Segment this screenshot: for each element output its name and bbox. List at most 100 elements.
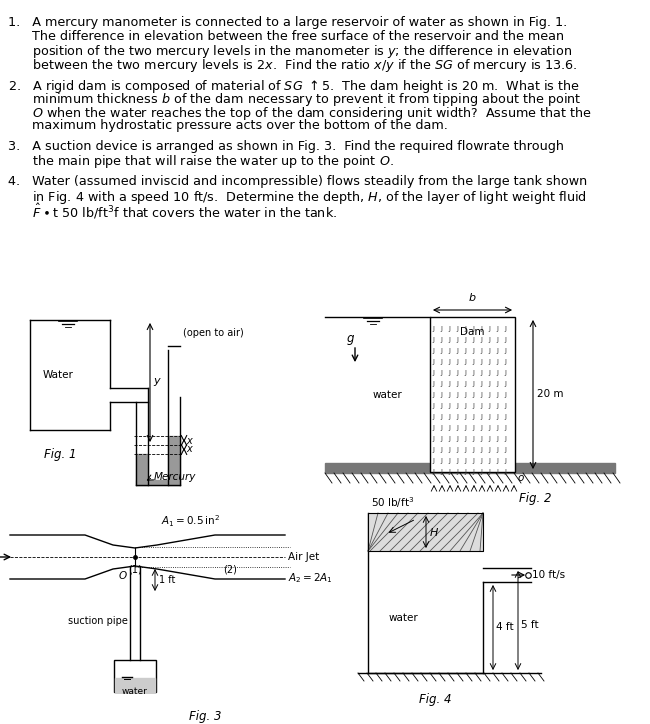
Text: J: J xyxy=(480,348,482,354)
Text: J: J xyxy=(448,458,450,464)
Text: J: J xyxy=(496,326,498,332)
Text: J: J xyxy=(440,348,442,354)
Text: water: water xyxy=(372,390,402,400)
Text: $A_2 = 2A_1$: $A_2 = 2A_1$ xyxy=(288,571,333,585)
Text: J: J xyxy=(432,392,434,398)
Text: J: J xyxy=(440,370,442,376)
Text: Water: Water xyxy=(42,370,73,380)
Text: J: J xyxy=(464,326,466,332)
Text: J: J xyxy=(448,414,450,420)
Text: J: J xyxy=(464,458,466,464)
Text: J: J xyxy=(496,436,498,442)
Bar xyxy=(136,454,148,485)
Text: water: water xyxy=(122,687,148,696)
Bar xyxy=(114,660,156,692)
Text: J: J xyxy=(496,414,498,420)
Text: Dam: Dam xyxy=(460,327,485,337)
Text: J: J xyxy=(464,436,466,442)
Text: J: J xyxy=(480,381,482,387)
Text: J: J xyxy=(448,381,450,387)
Text: J: J xyxy=(432,348,434,354)
Text: J: J xyxy=(472,381,474,387)
Text: J: J xyxy=(504,337,506,343)
Text: $o$: $o$ xyxy=(517,473,525,483)
Text: J: J xyxy=(440,469,442,475)
Text: J: J xyxy=(496,337,498,343)
Text: J: J xyxy=(432,414,434,420)
Text: J: J xyxy=(472,348,474,354)
Text: J: J xyxy=(496,425,498,431)
Bar xyxy=(325,463,615,473)
Text: J: J xyxy=(472,403,474,409)
Text: J: J xyxy=(440,458,442,464)
Text: J: J xyxy=(472,425,474,431)
Text: J: J xyxy=(448,370,450,376)
Text: J: J xyxy=(480,326,482,332)
Bar xyxy=(368,513,483,551)
Text: 20 m: 20 m xyxy=(537,389,564,399)
Text: J: J xyxy=(472,436,474,442)
Text: J: J xyxy=(496,447,498,453)
Text: J: J xyxy=(464,370,466,376)
Text: J: J xyxy=(504,447,506,453)
Text: J: J xyxy=(456,414,458,420)
Text: J: J xyxy=(464,469,466,475)
Text: J: J xyxy=(432,403,434,409)
Text: J: J xyxy=(480,392,482,398)
Text: J: J xyxy=(504,436,506,442)
Text: 4.   Water (assumed inviscid and incompressible) flows steadily from the large t: 4. Water (assumed inviscid and incompres… xyxy=(8,175,587,188)
Text: J: J xyxy=(480,414,482,420)
Text: 1.   A mercury manometer is connected to a large reservoir of water as shown in : 1. A mercury manometer is connected to a… xyxy=(8,16,567,29)
Text: J: J xyxy=(472,359,474,365)
Text: J: J xyxy=(504,348,506,354)
Bar xyxy=(115,678,155,692)
Text: J: J xyxy=(456,403,458,409)
Text: Fig. 1: Fig. 1 xyxy=(44,448,76,461)
Text: Mercury: Mercury xyxy=(154,472,196,482)
Text: position of the two mercury levels in the manometer is $y$; the difference in el: position of the two mercury levels in th… xyxy=(8,43,573,60)
Text: J: J xyxy=(480,403,482,409)
Text: J: J xyxy=(488,348,490,354)
Text: suction pipe: suction pipe xyxy=(68,616,128,626)
Text: (2): (2) xyxy=(223,565,237,575)
Text: J: J xyxy=(456,348,458,354)
Text: J: J xyxy=(488,337,490,343)
Text: J: J xyxy=(432,359,434,365)
Text: J: J xyxy=(464,414,466,420)
Text: J: J xyxy=(432,469,434,475)
Text: (open to air): (open to air) xyxy=(183,328,244,338)
Text: J: J xyxy=(496,359,498,365)
Text: Fig. 2: Fig. 2 xyxy=(519,492,551,505)
Text: J: J xyxy=(448,436,450,442)
Text: J: J xyxy=(480,359,482,365)
Text: Air Jet: Air Jet xyxy=(288,552,319,562)
Text: J: J xyxy=(480,447,482,453)
Text: J: J xyxy=(448,359,450,365)
Text: J: J xyxy=(456,392,458,398)
Text: J: J xyxy=(448,392,450,398)
Text: J: J xyxy=(432,458,434,464)
Text: J: J xyxy=(504,458,506,464)
Text: (1): (1) xyxy=(128,565,142,575)
Text: J: J xyxy=(440,425,442,431)
Text: J: J xyxy=(448,348,450,354)
Text: J: J xyxy=(448,326,450,332)
Text: J: J xyxy=(504,370,506,376)
Text: J: J xyxy=(480,337,482,343)
Text: J: J xyxy=(496,392,498,398)
Text: J: J xyxy=(432,337,434,343)
Bar xyxy=(369,552,483,672)
Text: J: J xyxy=(488,403,490,409)
Text: J: J xyxy=(464,348,466,354)
Text: J: J xyxy=(480,436,482,442)
Text: 2.   A rigid dam is composed of material of $SG$ $\uparrow$5.  The dam height is: 2. A rigid dam is composed of material o… xyxy=(8,78,580,95)
Text: J: J xyxy=(456,337,458,343)
Text: J: J xyxy=(488,359,490,365)
Text: J: J xyxy=(496,469,498,475)
Text: between the two mercury levels is $2x$.  Find the ratio $x/y$ if the $SG$ of mer: between the two mercury levels is $2x$. … xyxy=(8,56,577,74)
Text: J: J xyxy=(472,447,474,453)
Text: J: J xyxy=(440,403,442,409)
Text: J: J xyxy=(440,392,442,398)
Text: $\hat{F}\bullet$t 50 lb/ft$^3$f that covers the water in the tank.: $\hat{F}\bullet$t 50 lb/ft$^3$f that cov… xyxy=(8,202,337,221)
Text: J: J xyxy=(472,326,474,332)
